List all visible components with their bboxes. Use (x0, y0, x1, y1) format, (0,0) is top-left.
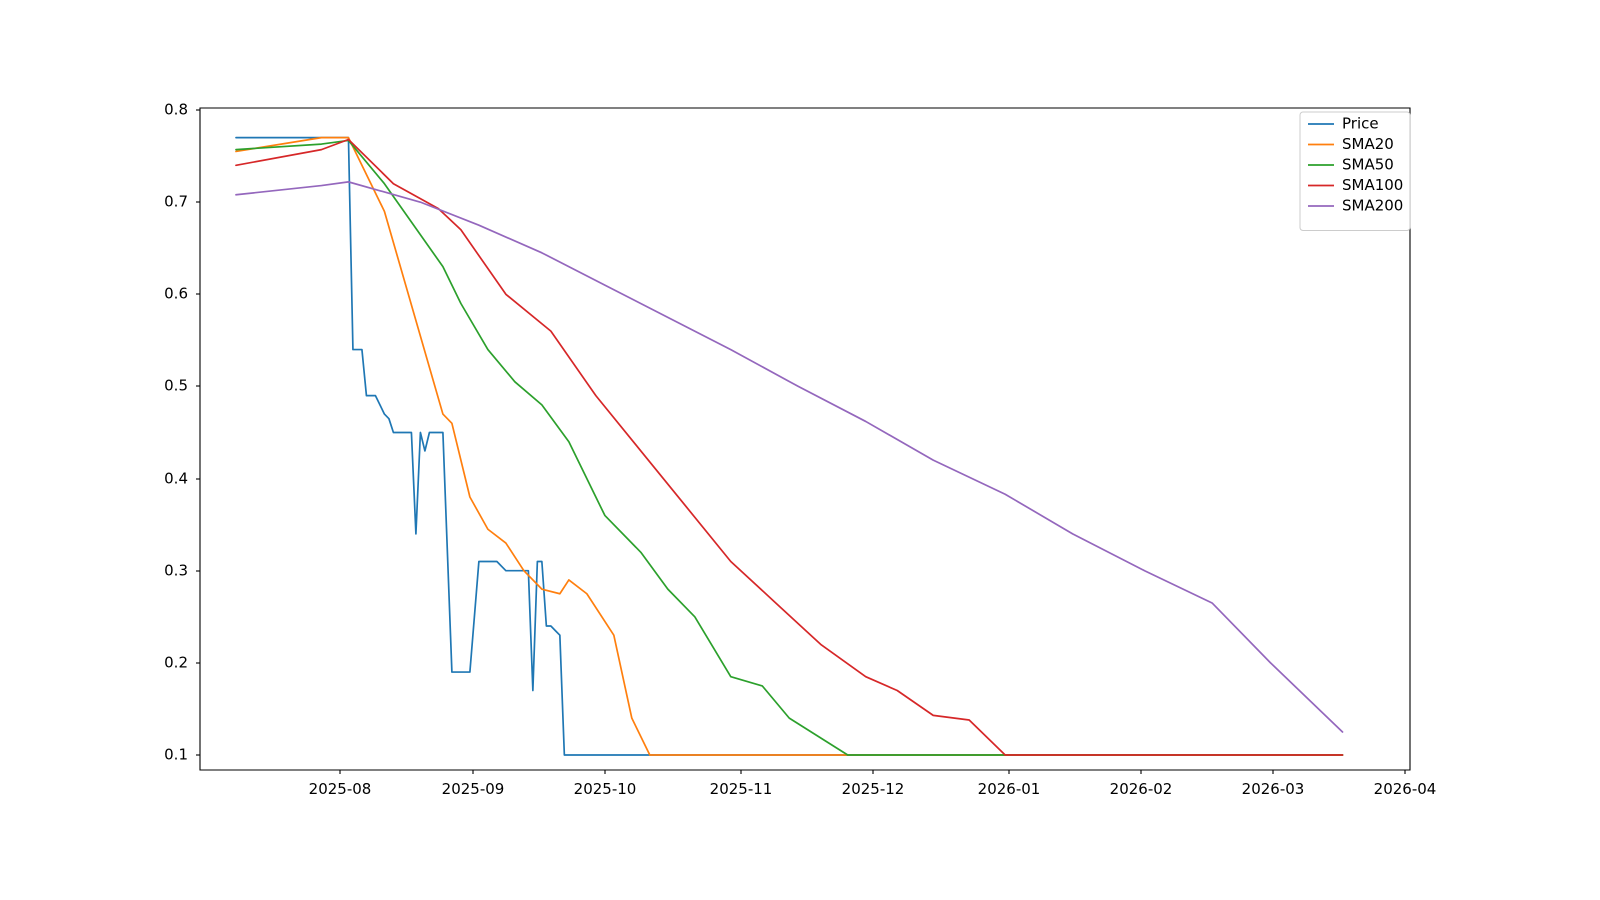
x-tick-label: 2026-03 (1242, 780, 1305, 798)
series-line-sma50 (235, 139, 1344, 756)
x-tick-label: 2025-08 (309, 780, 372, 798)
x-tickmarks (339, 770, 1406, 774)
y-tick-label: 0.1 (164, 746, 188, 764)
x-tick-labels: 2025-08 2025-09 2025-10 2025-11 2025-12 … (309, 780, 1437, 798)
y-tick-label: 0.7 (164, 193, 188, 211)
x-tick-label: 2026-04 (1374, 780, 1437, 798)
legend-label-sma200: SMA200 (1342, 197, 1403, 215)
y-tick-label: 0.6 (164, 285, 188, 303)
x-tick-label: 2025-11 (710, 780, 773, 798)
series-line-sma200 (235, 181, 1344, 733)
x-tick-label: 2026-02 (1110, 780, 1173, 798)
x-tick-label: 2025-12 (842, 780, 905, 798)
y-tick-label: 0.2 (164, 654, 188, 672)
data-series-group (235, 136, 1344, 756)
y-tick-label: 0.3 (164, 562, 188, 580)
axis-spines (199, 107, 1411, 771)
series-line-price (235, 136, 1344, 756)
x-tick-label: 2025-09 (442, 780, 505, 798)
y-tickmarks (196, 109, 200, 756)
legend-label-sma100: SMA100 (1342, 176, 1403, 194)
x-tick-label: 2025-10 (574, 780, 637, 798)
plot-background (200, 108, 1410, 770)
chart-legend[interactable]: Price SMA20 SMA50 SMA100 SMA200 (1299, 111, 1411, 231)
series-line-sma100 (235, 138, 1344, 756)
y-tick-label: 0.8 (164, 101, 188, 119)
legend-label-sma50: SMA50 (1342, 156, 1394, 174)
y-tick-label: 0.4 (164, 470, 188, 488)
y-tick-labels: 0.8 0.7 0.6 0.5 0.4 0.3 0.2 0.1 (164, 101, 188, 764)
legend-box (1299, 111, 1411, 231)
x-tick-label: 2026-01 (978, 780, 1041, 798)
y-tick-label: 0.5 (164, 377, 188, 395)
legend-label-price: Price (1342, 115, 1379, 133)
legend-label-sma20: SMA20 (1342, 135, 1394, 153)
